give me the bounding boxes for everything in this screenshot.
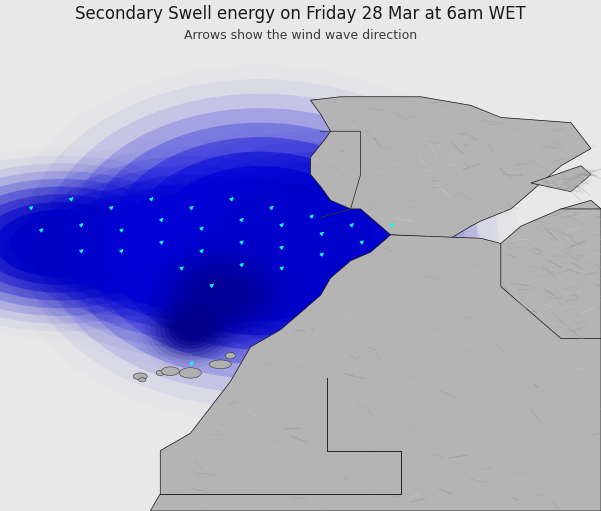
- Ellipse shape: [260, 214, 361, 283]
- Ellipse shape: [153, 247, 288, 343]
- Ellipse shape: [65, 174, 316, 330]
- Ellipse shape: [6, 174, 254, 323]
- Ellipse shape: [0, 171, 200, 316]
- Text: Arrows show the wind wave direction: Arrows show the wind wave direction: [184, 30, 417, 42]
- Ellipse shape: [133, 373, 147, 380]
- Ellipse shape: [169, 180, 352, 306]
- Ellipse shape: [0, 187, 170, 300]
- Ellipse shape: [140, 221, 240, 283]
- Ellipse shape: [127, 152, 394, 335]
- Polygon shape: [311, 97, 591, 238]
- Ellipse shape: [35, 156, 346, 349]
- Ellipse shape: [215, 183, 406, 314]
- Ellipse shape: [43, 94, 478, 393]
- Ellipse shape: [139, 378, 146, 382]
- Ellipse shape: [155, 303, 225, 356]
- Ellipse shape: [169, 314, 211, 345]
- Ellipse shape: [160, 252, 281, 338]
- Ellipse shape: [174, 318, 206, 342]
- Ellipse shape: [200, 173, 421, 324]
- Ellipse shape: [161, 367, 179, 376]
- Ellipse shape: [95, 193, 285, 311]
- Ellipse shape: [191, 195, 331, 292]
- Ellipse shape: [110, 202, 270, 302]
- Ellipse shape: [66, 210, 194, 287]
- Ellipse shape: [80, 184, 300, 320]
- Ellipse shape: [85, 123, 436, 364]
- Ellipse shape: [141, 292, 240, 367]
- Ellipse shape: [168, 257, 273, 333]
- Ellipse shape: [160, 307, 221, 353]
- Ellipse shape: [155, 142, 466, 356]
- Ellipse shape: [18, 181, 242, 316]
- Ellipse shape: [197, 278, 245, 313]
- Polygon shape: [150, 200, 601, 511]
- Ellipse shape: [146, 242, 295, 349]
- Polygon shape: [501, 209, 601, 338]
- Ellipse shape: [175, 263, 266, 328]
- Ellipse shape: [0, 202, 140, 285]
- Ellipse shape: [145, 296, 235, 364]
- Ellipse shape: [185, 162, 436, 335]
- Ellipse shape: [0, 194, 155, 293]
- Ellipse shape: [125, 212, 255, 292]
- Ellipse shape: [165, 311, 216, 349]
- Ellipse shape: [182, 268, 259, 323]
- Ellipse shape: [225, 353, 236, 359]
- Ellipse shape: [90, 224, 170, 273]
- Polygon shape: [531, 166, 591, 192]
- Ellipse shape: [189, 273, 252, 318]
- Ellipse shape: [0, 179, 185, 308]
- Ellipse shape: [148, 166, 373, 321]
- Ellipse shape: [150, 299, 230, 360]
- Ellipse shape: [170, 152, 451, 345]
- Ellipse shape: [230, 193, 391, 304]
- Ellipse shape: [0, 210, 125, 277]
- Ellipse shape: [10, 218, 110, 269]
- Ellipse shape: [0, 163, 215, 324]
- Ellipse shape: [30, 188, 230, 309]
- Ellipse shape: [78, 217, 182, 280]
- Ellipse shape: [42, 196, 218, 302]
- Text: Secondary Swell energy on Friday 28 Mar at 6am WET: Secondary Swell energy on Friday 28 Mar …: [75, 6, 526, 24]
- Ellipse shape: [245, 204, 376, 293]
- Ellipse shape: [54, 203, 206, 294]
- Ellipse shape: [179, 368, 201, 378]
- Ellipse shape: [209, 360, 231, 368]
- Ellipse shape: [106, 137, 415, 350]
- Ellipse shape: [156, 370, 164, 376]
- Ellipse shape: [64, 108, 457, 379]
- Ellipse shape: [50, 165, 331, 339]
